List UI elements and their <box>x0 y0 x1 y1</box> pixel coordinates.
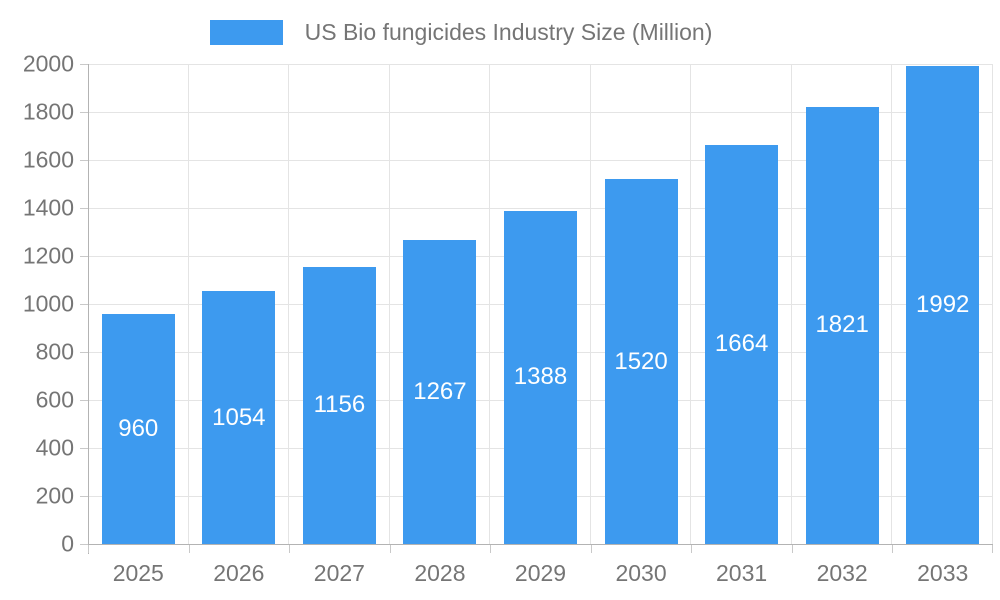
gridline-v <box>489 64 491 544</box>
plot-area: 960 1054 1156 1267 1388 1520 1664 1821 1992 <box>88 64 993 544</box>
x-axis-tick <box>892 545 894 553</box>
y-axis-tick-label: 200 <box>35 482 74 509</box>
y-axis-tick-label: 600 <box>35 386 74 413</box>
legend: US Bio fungicides Industry Size (Million… <box>0 13 961 51</box>
gridline-h <box>88 112 993 113</box>
gridline-v <box>690 64 692 544</box>
legend-swatch <box>209 19 283 45</box>
legend-item[interactable]: US Bio fungicides Industry Size (Million… <box>209 18 713 46</box>
x-axis-tick <box>791 545 793 553</box>
gridline-v <box>288 64 290 544</box>
y-axis-tick <box>80 256 88 257</box>
x-axis-tick-label: 2033 <box>917 560 969 586</box>
x-axis-tick-label: 2031 <box>716 560 768 586</box>
x-axis-tick <box>88 545 89 553</box>
gridline-v <box>388 64 390 544</box>
y-axis-tick-label: 800 <box>35 338 74 365</box>
y-axis-tick-label: 1000 <box>22 290 74 317</box>
x-axis-tick-label: 2030 <box>615 560 667 586</box>
bar-value-label: 1054 <box>212 403 266 431</box>
bar[interactable]: 1054 <box>202 291 276 544</box>
bar[interactable]: 1664 <box>705 144 779 544</box>
x-axis-tick <box>389 545 391 553</box>
y-axis-tick-label: 1400 <box>22 194 74 221</box>
bar-value-label: 1388 <box>513 363 568 391</box>
y-axis-tick-label: 2000 <box>22 50 74 77</box>
x-axis-tick <box>691 545 693 553</box>
y-axis-tick-label: 400 <box>35 434 74 461</box>
gridline-v <box>589 64 591 544</box>
x-axis-tick-label: 2029 <box>514 560 567 586</box>
x-axis-tick-label: 2027 <box>313 560 365 586</box>
x-axis-tick <box>992 545 993 553</box>
y-axis-tick-label: 0 <box>61 530 74 557</box>
y-axis-tick <box>80 544 88 545</box>
bar[interactable]: 1520 <box>604 179 678 544</box>
x-axis-tick <box>289 545 291 553</box>
x-axis-tick <box>188 545 190 553</box>
bar[interactable]: 1267 <box>403 239 477 544</box>
gridline-v <box>992 64 993 544</box>
gridline-v <box>891 64 893 544</box>
gridline-h <box>88 64 993 65</box>
bar-value-label: 1992 <box>916 290 970 318</box>
gridline-h <box>88 208 993 209</box>
bar[interactable]: 1821 <box>805 106 879 544</box>
bar-value-label: 1664 <box>714 330 769 358</box>
x-axis-tick <box>490 545 492 553</box>
y-axis-tick <box>80 112 88 113</box>
y-axis-tick <box>80 400 88 401</box>
y-axis-tick-label: 1200 <box>22 242 74 269</box>
bar[interactable]: 960 <box>101 313 175 544</box>
y-axis-tick <box>80 208 88 209</box>
bar[interactable]: 1156 <box>302 266 376 544</box>
y-axis-tick <box>80 304 88 305</box>
gridline-v <box>187 64 189 544</box>
gridline-h <box>88 160 993 161</box>
x-axis-line <box>88 544 993 545</box>
bar[interactable]: 1992 <box>906 65 980 544</box>
x-axis-tick-label: 2032 <box>816 560 868 586</box>
legend-label: US Bio fungicides Industry Size (Million… <box>304 18 713 45</box>
y-axis-tick <box>80 160 88 161</box>
x-axis-tick <box>590 545 592 553</box>
bar-value-label: 1267 <box>413 377 467 405</box>
x-axis-tick-label: 2026 <box>213 560 265 586</box>
y-axis-tick <box>80 64 88 65</box>
bar-value-label: 1520 <box>614 347 668 375</box>
y-axis-tick-label: 1800 <box>22 98 74 125</box>
bar-value-label: 1821 <box>815 311 869 339</box>
bar-value-label: 1156 <box>313 391 366 419</box>
gridline-v <box>790 64 792 544</box>
x-axis-tick-label: 2025 <box>112 560 164 586</box>
y-axis-line <box>88 64 89 554</box>
bar[interactable]: 1388 <box>504 210 577 544</box>
y-axis-tick <box>80 448 88 449</box>
y-axis-tick <box>80 496 88 497</box>
y-axis-tick <box>80 352 88 353</box>
x-axis-tick-label: 2028 <box>414 560 466 586</box>
y-axis-tick-label: 1600 <box>22 146 74 173</box>
bar-value-label: 960 <box>118 414 159 442</box>
